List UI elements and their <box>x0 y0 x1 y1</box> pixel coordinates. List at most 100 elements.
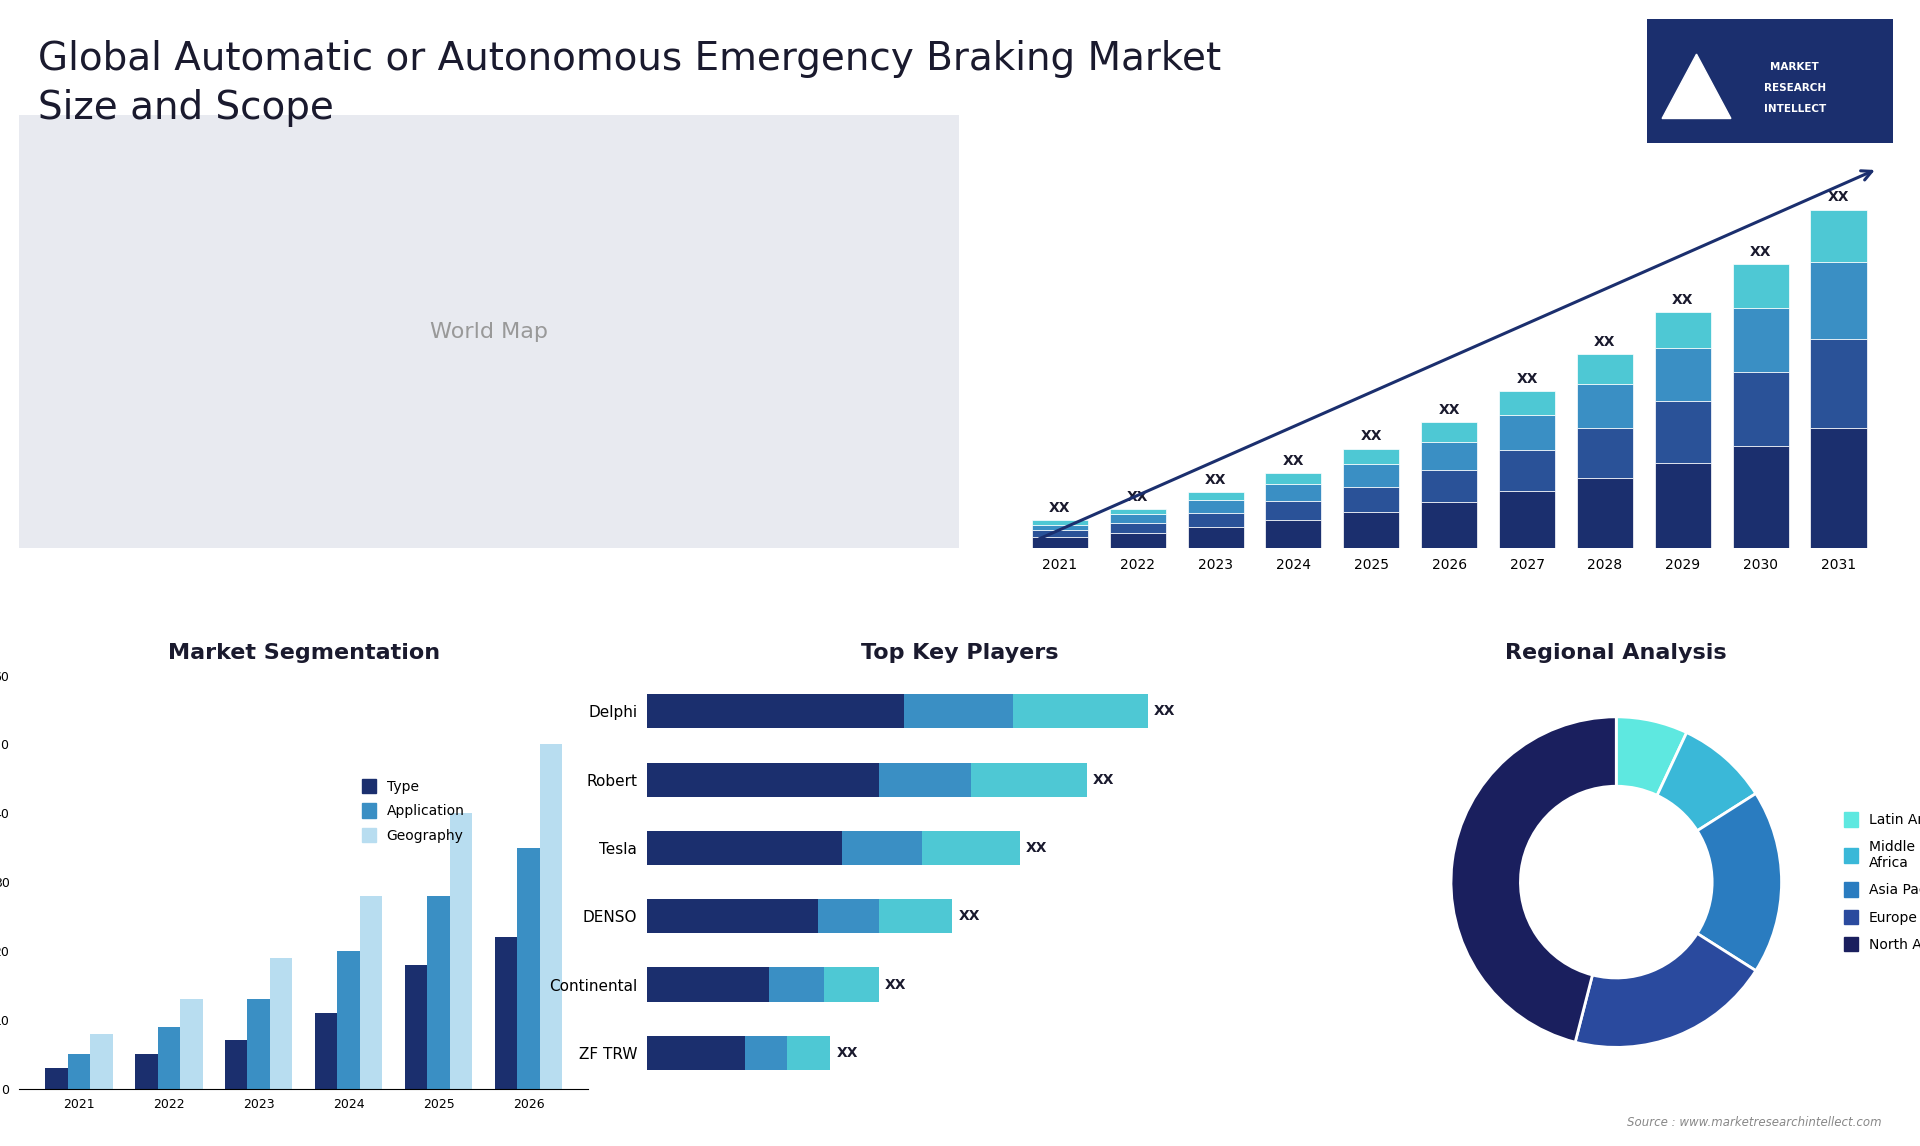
Bar <box>647 694 904 729</box>
Bar <box>405 965 428 1089</box>
Bar <box>1811 261 1866 339</box>
Bar <box>1188 492 1244 500</box>
Bar <box>449 814 472 1089</box>
Wedge shape <box>1574 934 1755 1047</box>
Bar <box>359 896 382 1089</box>
Wedge shape <box>1617 717 1686 795</box>
Text: XX: XX <box>837 1046 858 1060</box>
Bar <box>225 1041 248 1089</box>
Bar <box>1110 533 1165 549</box>
Bar <box>1655 463 1711 549</box>
Bar <box>904 694 1014 729</box>
Bar <box>1500 391 1555 416</box>
Text: RESEARCH: RESEARCH <box>1764 83 1826 93</box>
Bar <box>1265 484 1321 501</box>
Bar <box>67 1054 90 1089</box>
Bar <box>1014 694 1148 729</box>
Bar <box>1110 515 1165 523</box>
Bar <box>1188 527 1244 549</box>
Bar <box>745 1036 787 1070</box>
Bar <box>879 900 952 933</box>
Bar <box>248 999 271 1089</box>
Text: XX: XX <box>1517 371 1538 386</box>
Title: Market Segmentation: Market Segmentation <box>167 643 440 662</box>
Bar <box>1421 422 1476 442</box>
Bar <box>428 896 449 1089</box>
Bar <box>647 1036 745 1070</box>
Legend: Type, Application, Geography: Type, Application, Geography <box>357 774 470 848</box>
Bar <box>1732 372 1789 446</box>
Text: XX: XX <box>958 909 979 924</box>
Bar <box>271 958 292 1089</box>
Bar <box>1500 416 1555 450</box>
Text: XX: XX <box>1361 430 1382 444</box>
Text: XX: XX <box>1283 454 1304 468</box>
Bar <box>1655 312 1711 348</box>
Polygon shape <box>1663 54 1732 118</box>
Bar <box>1265 501 1321 520</box>
Bar <box>647 762 879 796</box>
Bar <box>44 1068 67 1089</box>
Text: MARKET: MARKET <box>1770 62 1818 71</box>
Bar <box>647 967 770 1002</box>
Legend: Latin America, Middle East &
Africa, Asia Pacific, Europe, North America: Latin America, Middle East & Africa, Asi… <box>1837 807 1920 957</box>
Bar <box>338 951 359 1089</box>
Bar <box>1576 354 1632 384</box>
Text: XX: XX <box>1127 489 1148 503</box>
Bar <box>1811 339 1866 427</box>
Text: XX: XX <box>1154 705 1175 719</box>
Bar <box>787 1036 829 1070</box>
Bar <box>1265 472 1321 484</box>
Bar <box>495 937 516 1089</box>
Text: XX: XX <box>1025 841 1046 855</box>
Bar <box>1500 492 1555 549</box>
Wedge shape <box>1657 732 1755 831</box>
Text: XX: XX <box>1206 472 1227 487</box>
Bar <box>972 762 1087 796</box>
Title: Regional Analysis: Regional Analysis <box>1505 643 1728 662</box>
Bar <box>879 762 972 796</box>
Text: Source : www.marketresearchintellect.com: Source : www.marketresearchintellect.com <box>1626 1116 1882 1129</box>
Bar <box>516 848 540 1089</box>
Bar <box>180 999 202 1089</box>
Bar <box>1188 512 1244 527</box>
Bar <box>1031 520 1089 525</box>
Circle shape <box>1521 786 1713 978</box>
Bar <box>1732 264 1789 308</box>
Bar <box>134 1054 157 1089</box>
Text: XX: XX <box>1594 335 1615 348</box>
Text: XX: XX <box>1438 403 1459 417</box>
Bar <box>1110 523 1165 533</box>
Bar <box>1344 448 1400 464</box>
Bar <box>1344 464 1400 487</box>
Bar <box>1811 427 1866 549</box>
Bar <box>1732 308 1789 372</box>
Bar <box>1421 442 1476 470</box>
Bar <box>1421 470 1476 502</box>
Bar <box>1344 487 1400 512</box>
Text: XX: XX <box>1092 772 1114 786</box>
Bar <box>157 1027 180 1089</box>
Text: World Map: World Map <box>430 322 549 342</box>
Bar <box>90 1034 113 1089</box>
Bar <box>315 1013 338 1089</box>
Bar <box>1655 348 1711 401</box>
Text: XX: XX <box>1048 501 1071 516</box>
Bar <box>1344 512 1400 549</box>
Bar <box>1031 531 1089 537</box>
Bar <box>922 831 1020 865</box>
Title: Top Key Players: Top Key Players <box>862 643 1058 662</box>
Text: INTELLECT: INTELLECT <box>1764 103 1826 113</box>
Text: Global Automatic or Autonomous Emergency Braking Market
Size and Scope: Global Automatic or Autonomous Emergency… <box>38 40 1221 126</box>
Bar <box>1265 520 1321 549</box>
Bar <box>1031 525 1089 531</box>
Bar <box>1576 427 1632 478</box>
Bar <box>1188 500 1244 512</box>
Bar <box>1732 446 1789 549</box>
Bar <box>1500 450 1555 492</box>
Bar <box>647 831 843 865</box>
Bar <box>647 900 818 933</box>
Bar <box>843 831 922 865</box>
Text: XX: XX <box>885 978 906 991</box>
Bar <box>1576 478 1632 549</box>
